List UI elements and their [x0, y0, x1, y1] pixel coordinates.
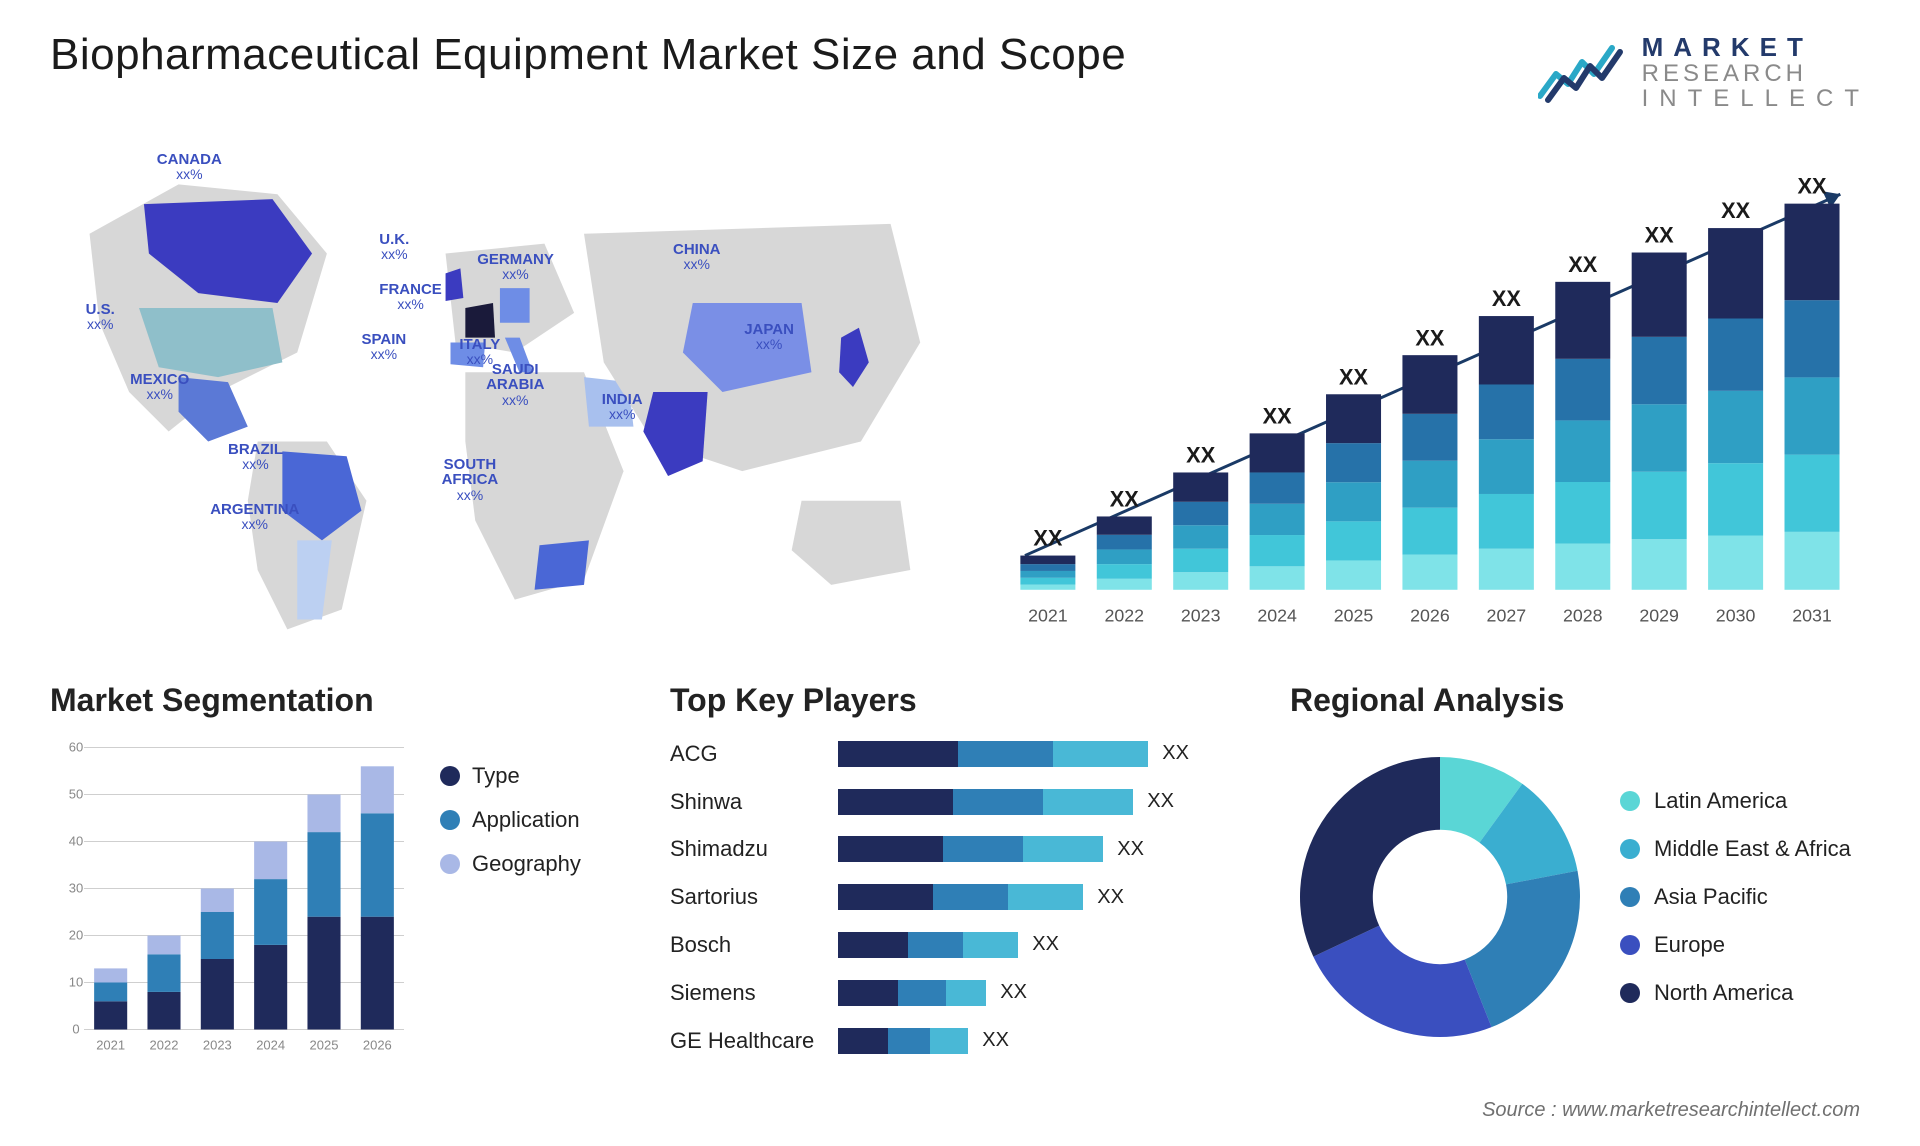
regional-panel: Regional Analysis Latin America Middle Ea…: [1290, 682, 1870, 1062]
svg-text:XX: XX: [1033, 525, 1063, 550]
map-label: MEXICOxx%: [130, 372, 189, 402]
player-row: XX: [838, 836, 1250, 862]
legend-item: Middle East & Africa: [1620, 836, 1851, 862]
svg-text:2022: 2022: [1105, 605, 1145, 625]
map-label: SAUDIARABIAxx%: [486, 362, 544, 408]
players-panel: Top Key Players ACG Shinwa Shimadzu Sartori…: [670, 682, 1250, 1062]
players-bars: XX XX XX XX XX XX XX: [838, 733, 1250, 1062]
svg-text:2030: 2030: [1716, 605, 1756, 625]
svg-text:2021: 2021: [96, 1037, 125, 1052]
player-label: Siemens: [670, 980, 814, 1006]
player-row: XX: [838, 980, 1250, 1006]
svg-text:2027: 2027: [1487, 605, 1527, 625]
svg-text:2029: 2029: [1639, 605, 1679, 625]
segmentation-chart: 0 10 20 30 40 50 60 2021 2022 2023 2024 2025 2026: [50, 733, 410, 1062]
legend-item: Asia Pacific: [1620, 884, 1851, 910]
page-title: Biopharmaceutical Equipment Market Size …: [50, 30, 1126, 80]
svg-text:2031: 2031: [1792, 605, 1832, 625]
growth-chart-panel: XX 2021 XX 2022 XX 2023 XX 2024 XX 2025 XX 2026 XX 20…: [980, 142, 1870, 642]
svg-text:XX: XX: [1645, 222, 1675, 247]
svg-text:XX: XX: [1110, 486, 1140, 511]
logo-mark-icon: [1538, 38, 1628, 108]
map-label: SPAINxx%: [362, 332, 407, 362]
world-map-panel: CANADAxx% U.S.xx% MEXICOxx% BRAZILxx% ARGENT…: [50, 142, 940, 642]
map-label: CHINAxx%: [673, 242, 721, 272]
logo-line1: MARKET: [1642, 34, 1870, 61]
regional-donut: [1290, 747, 1590, 1047]
legend-item: Type: [440, 763, 581, 789]
svg-text:XX: XX: [1339, 364, 1369, 389]
svg-text:2025: 2025: [310, 1037, 339, 1052]
player-row: XX: [838, 1028, 1250, 1054]
map-label: SOUTHAFRICAxx%: [442, 457, 499, 503]
svg-text:2024: 2024: [256, 1037, 285, 1052]
svg-text:0: 0: [72, 1021, 79, 1036]
map-label: FRANCExx%: [379, 282, 442, 312]
map-label: CANADAxx%: [157, 152, 222, 182]
player-row: XX: [838, 884, 1250, 910]
map-label: BRAZILxx%: [228, 442, 283, 472]
svg-text:50: 50: [69, 786, 83, 801]
svg-text:2028: 2028: [1563, 605, 1603, 625]
svg-text:XX: XX: [1568, 252, 1598, 277]
player-label: ACG: [670, 741, 814, 767]
svg-text:XX: XX: [1798, 173, 1828, 198]
svg-text:2024: 2024: [1257, 605, 1297, 625]
svg-text:XX: XX: [1721, 198, 1751, 223]
map-label: U.K.xx%: [379, 232, 409, 262]
source-label: Source : www.marketresearchintellect.com: [1482, 1099, 1860, 1122]
players-labels: ACG Shinwa Shimadzu Sartorius Bosch Siemens GE…: [670, 733, 814, 1062]
svg-text:XX: XX: [1492, 286, 1522, 311]
player-row: XX: [838, 789, 1250, 815]
svg-text:XX: XX: [1186, 442, 1216, 467]
svg-text:60: 60: [69, 739, 83, 754]
player-label: Bosch: [670, 932, 814, 958]
svg-text:2022: 2022: [150, 1037, 179, 1052]
map-label: JAPANxx%: [744, 322, 794, 352]
map-label: U.S.xx%: [86, 302, 115, 332]
legend-item: Latin America: [1620, 788, 1851, 814]
player-label: Sartorius: [670, 884, 814, 910]
logo-line3: INTELLECT: [1642, 86, 1870, 111]
svg-text:2021: 2021: [1028, 605, 1068, 625]
players-title: Top Key Players: [670, 682, 1250, 719]
svg-text:2025: 2025: [1334, 605, 1374, 625]
regional-title: Regional Analysis: [1290, 682, 1870, 719]
map-label: ARGENTINAxx%: [210, 502, 299, 532]
legend-item: Europe: [1620, 932, 1851, 958]
svg-text:XX: XX: [1263, 403, 1293, 428]
player-label: Shinwa: [670, 789, 814, 815]
svg-text:10: 10: [69, 974, 83, 989]
player-row: XX: [838, 932, 1250, 958]
svg-text:2023: 2023: [1181, 605, 1221, 625]
svg-text:2023: 2023: [203, 1037, 232, 1052]
svg-text:20: 20: [69, 927, 83, 942]
brand-logo: MARKET RESEARCH INTELLECT: [1538, 30, 1870, 112]
player-label: Shimadzu: [670, 836, 814, 862]
svg-text:2026: 2026: [363, 1037, 392, 1052]
svg-text:40: 40: [69, 833, 83, 848]
player-row: XX: [838, 741, 1250, 767]
segmentation-title: Market Segmentation: [50, 682, 630, 719]
legend-item: North America: [1620, 980, 1851, 1006]
segmentation-panel: Market Segmentation 0 10 20 30 40 50 60 2021 202…: [50, 682, 630, 1062]
map-label: GERMANYxx%: [477, 252, 554, 282]
map-label: INDIAxx%: [602, 392, 643, 422]
legend-item: Application: [440, 807, 581, 833]
player-label: GE Healthcare: [670, 1028, 814, 1054]
segmentation-legend: Type Application Geography: [440, 733, 581, 1062]
logo-line2: RESEARCH: [1642, 61, 1870, 86]
svg-text:2026: 2026: [1410, 605, 1450, 625]
svg-text:XX: XX: [1415, 325, 1445, 350]
legend-item: Geography: [440, 851, 581, 877]
regional-legend: Latin America Middle East & Africa Asia Pa…: [1620, 788, 1851, 1006]
svg-text:30: 30: [69, 880, 83, 895]
